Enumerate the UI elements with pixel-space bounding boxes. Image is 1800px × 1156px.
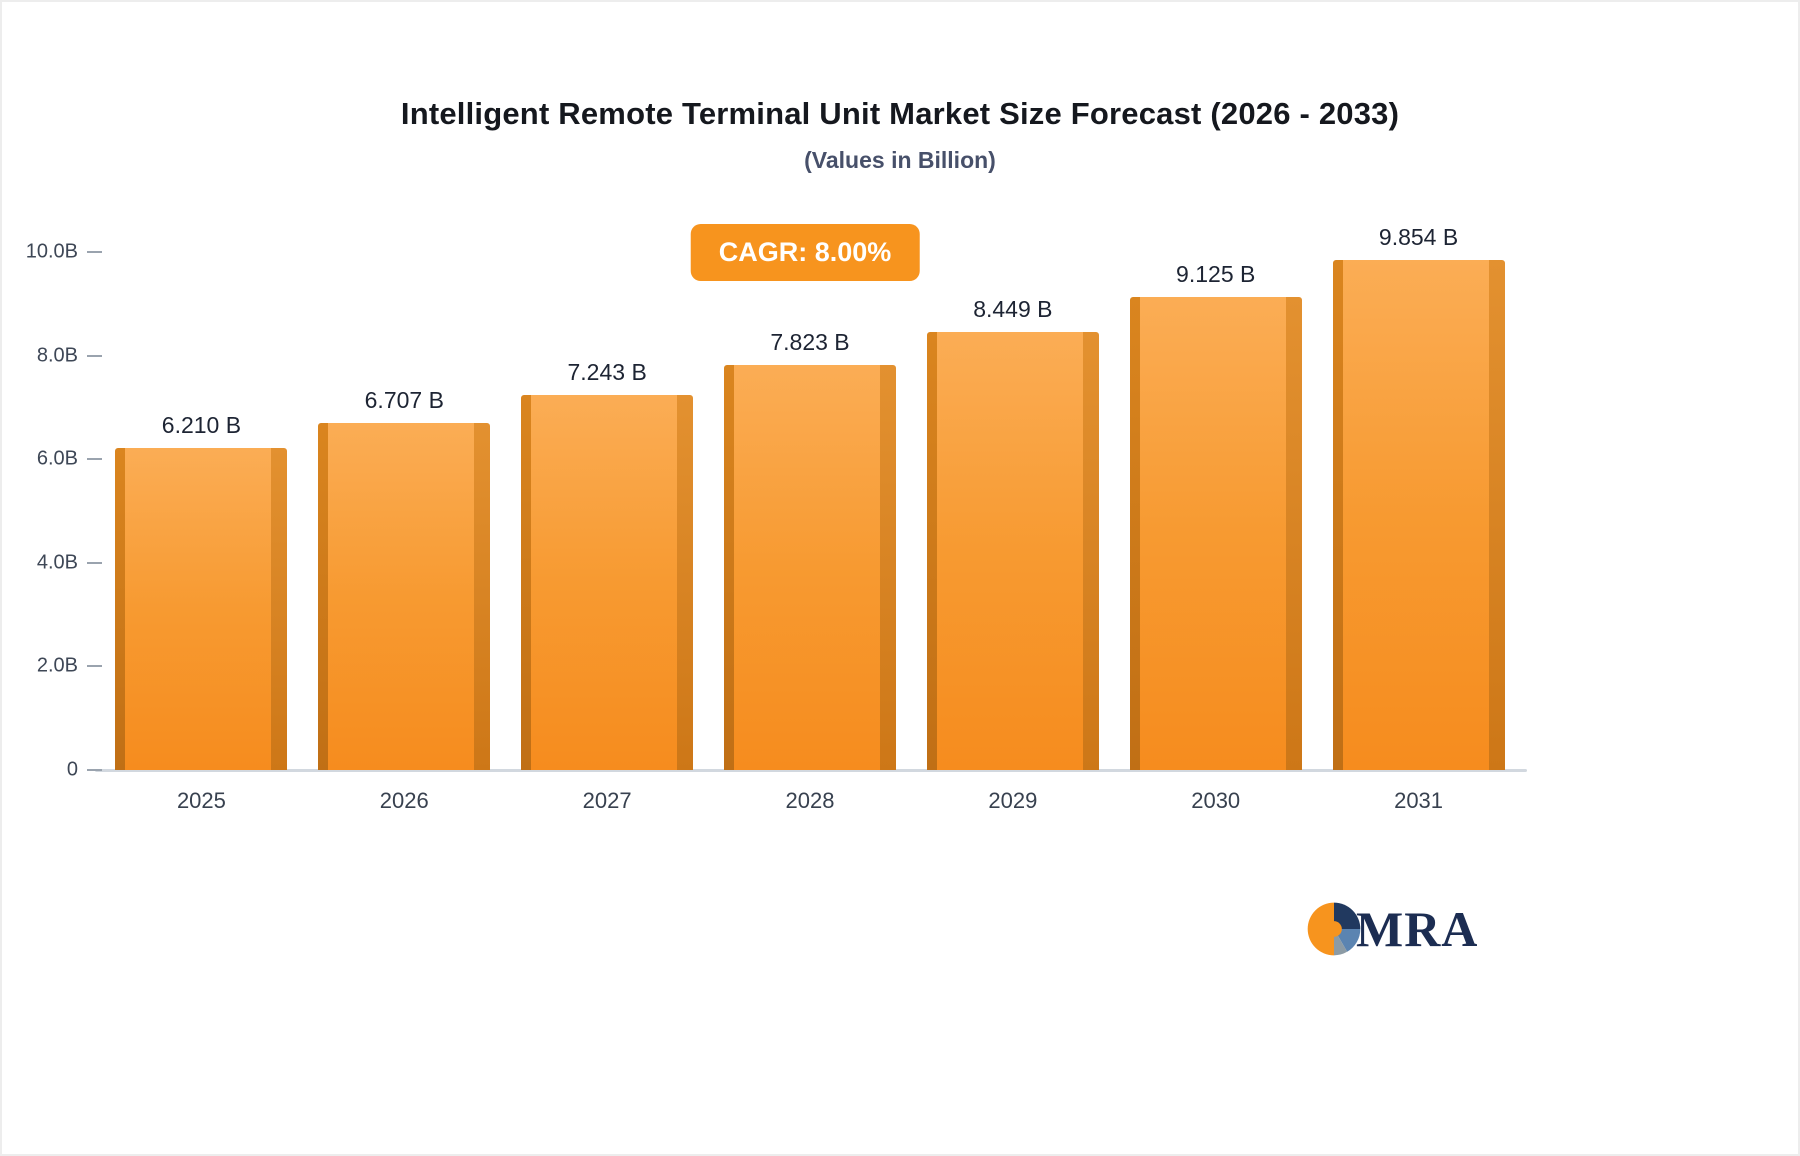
bar-right-shade <box>271 448 288 770</box>
x-axis-label: 2029 <box>988 788 1038 813</box>
bar-right-shade <box>1082 332 1099 770</box>
y-axis-tick-label: 6.0B <box>36 447 78 470</box>
bar <box>1129 297 1302 770</box>
y-axis-tick-label: 8.0B <box>36 344 78 367</box>
bar-face <box>1139 297 1286 770</box>
bar-left-shade <box>521 394 532 770</box>
bar-left-shade <box>318 422 329 770</box>
y-axis-tick-mark <box>87 251 102 253</box>
bar-value-label: 6.707 B <box>364 386 444 413</box>
bar <box>926 332 1099 770</box>
bar-value-label: 9.854 B <box>1378 223 1459 250</box>
bar-right-shade <box>1488 259 1505 770</box>
x-axis-line <box>95 769 1527 772</box>
bar-value-label: 6.210 B <box>161 412 242 439</box>
bar-left-shade <box>1332 259 1343 770</box>
page-title: Intelligent Remote Terminal Unit Market … <box>400 96 1400 131</box>
y-axis-tick-mark <box>87 458 102 461</box>
bar <box>115 448 288 770</box>
y-axis-tick-label: 2.0B <box>36 654 78 677</box>
chart-subtitle: (Values in Billion) <box>804 147 996 173</box>
bar-left-shade <box>115 448 126 770</box>
y-axis-tick-mark <box>87 354 102 357</box>
logo: MRA <box>1306 901 1478 957</box>
x-axis-label: 2031 <box>1394 788 1444 813</box>
bar-face <box>936 332 1083 770</box>
x-axis-label: 2026 <box>379 788 429 813</box>
y-axis-tick-label: 10.0B <box>25 240 78 263</box>
y-axis-tick-mark <box>87 561 102 564</box>
bar <box>724 364 896 770</box>
pie-chart-icon <box>1307 902 1361 956</box>
bar-face <box>531 394 678 770</box>
x-axis-label: 2027 <box>582 788 632 813</box>
bar-left-shade <box>1129 297 1140 770</box>
bar-right-shade <box>474 422 491 770</box>
bar-value-label: 7.823 B <box>770 328 850 355</box>
bar-face <box>1342 259 1489 770</box>
bar-face <box>125 448 272 770</box>
logo-text: MRA <box>1356 901 1479 957</box>
bar <box>318 422 491 770</box>
bar-value-label: 8.449 B <box>973 296 1053 323</box>
bar-right-shade <box>1285 297 1302 770</box>
y-axis-tick-label: 4.0B <box>36 551 78 574</box>
cagr-badge: CAGR: 8.00% <box>690 224 920 281</box>
bar-left-shade <box>724 364 734 770</box>
y-axis-tick-mark <box>87 769 102 771</box>
bar-value-label: 7.243 B <box>567 358 647 385</box>
bar-left-shade <box>926 332 937 770</box>
bar-right-shade <box>880 364 896 770</box>
x-axis-label: 2030 <box>1191 788 1241 813</box>
bar <box>521 394 694 770</box>
bar-value-label: 9.125 B <box>1176 261 1256 288</box>
bar-face <box>328 422 475 770</box>
x-axis-label: 2025 <box>176 788 226 813</box>
bar-face <box>734 364 880 770</box>
bar-right-shade <box>677 394 694 770</box>
y-axis-tick-mark <box>87 665 102 668</box>
x-axis-label: 2028 <box>785 788 835 813</box>
bar <box>1332 259 1505 770</box>
y-axis-tick-label: 0 <box>66 758 78 781</box>
